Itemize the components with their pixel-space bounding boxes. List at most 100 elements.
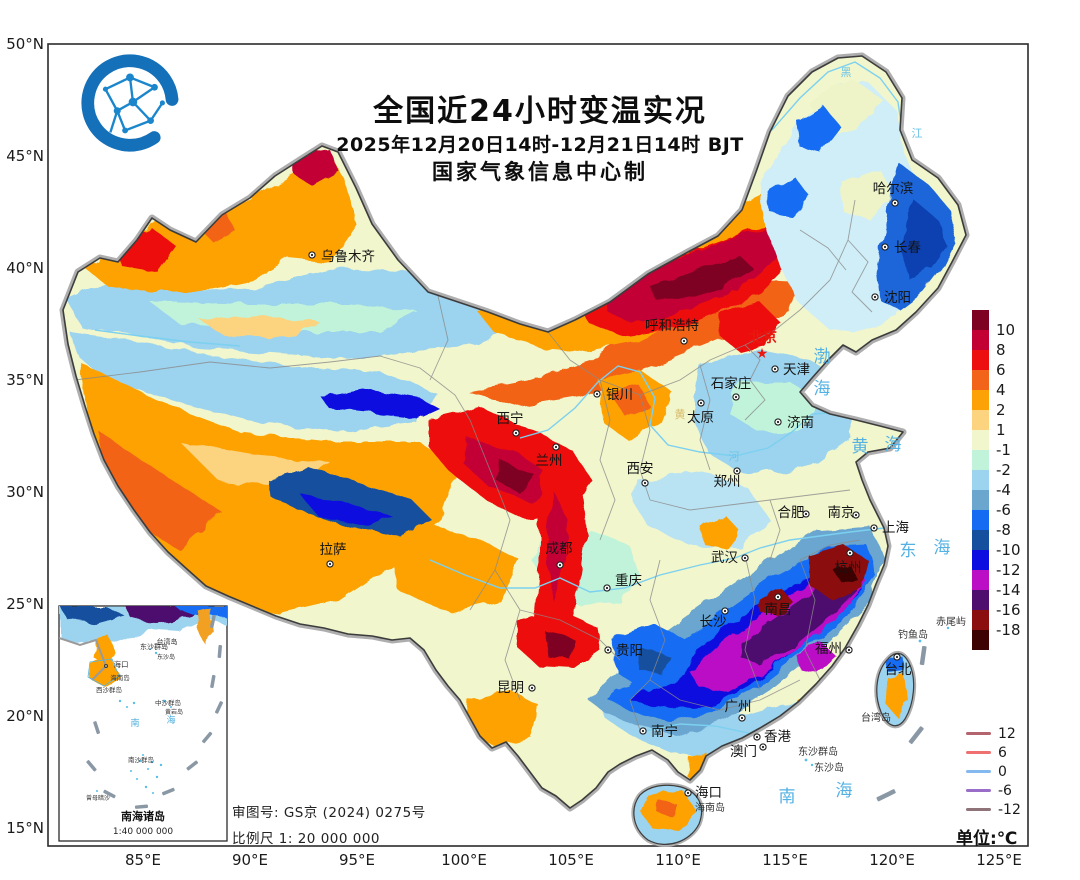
city-dot-center	[735, 469, 739, 473]
city-marker: 天津	[771, 362, 810, 378]
city-label: 南昌	[765, 602, 792, 618]
city-marker: 澳门	[730, 743, 767, 760]
inset-label: 曾母暗沙	[86, 794, 110, 802]
city-marker: 广州	[725, 699, 752, 722]
island-label: 钓鱼岛	[898, 628, 928, 641]
colorbar-tick-label: -1	[996, 441, 1011, 459]
capital-star-icon: ★	[756, 346, 769, 362]
island-label: 海南岛	[695, 801, 725, 814]
sea-labels: 渤海黄 海东 海南海	[779, 347, 951, 807]
colorbar-block	[972, 530, 989, 550]
inset-label: 东沙岛	[157, 653, 175, 661]
island-label: 赤尾屿	[936, 616, 966, 628]
colorbar-tick-label: 1	[996, 421, 1006, 439]
contour-legend-line	[966, 808, 991, 811]
city-dot-center	[761, 745, 765, 749]
city-label: 沈阳	[884, 290, 911, 306]
city-label: 石家庄	[711, 375, 752, 392]
city-marker: 南宁	[639, 723, 678, 740]
colorbar-block	[972, 610, 989, 630]
inset-haikou-marker	[104, 664, 109, 669]
city-label: 济南	[787, 415, 814, 431]
inset-nine-dash	[86, 614, 223, 809]
city-dot-center	[743, 556, 747, 560]
page-title: 全国近24小时变温实况	[373, 94, 707, 129]
lat-tick-label: 50°N	[6, 35, 44, 53]
city-label: 南宁	[651, 723, 678, 740]
city-dot-center	[854, 513, 858, 517]
hainan-island	[633, 784, 703, 845]
city-label: 合肥	[778, 505, 805, 521]
city-dot-center	[873, 295, 877, 299]
colorbar-tick-label: -6	[996, 501, 1011, 519]
city-dot-center	[606, 648, 610, 652]
inset-label: 西沙群岛	[96, 685, 122, 694]
city-dot-center	[641, 729, 645, 733]
colorbar-block	[972, 570, 989, 590]
lat-tick-label: 25°N	[6, 595, 44, 613]
city-marker: 重庆	[603, 573, 642, 592]
small-islands-dots	[804, 626, 950, 767]
colorbar-tick-label: -2	[996, 461, 1011, 479]
colorbar-block	[972, 470, 989, 490]
city-label: 贵阳	[616, 643, 643, 659]
colorbar-tick-label: -12	[996, 561, 1021, 579]
city-dot-center	[686, 791, 690, 795]
island-label: 台湾岛	[861, 711, 891, 724]
sea-label: 海	[934, 538, 951, 558]
city-dot-center	[699, 401, 703, 405]
city-marker: 武汉	[711, 550, 749, 566]
inset-label: 台湾岛	[157, 637, 178, 646]
city-label: 成都	[546, 541, 573, 557]
city-label: 天津	[783, 362, 810, 378]
city-marker: 乌鲁木齐	[308, 249, 375, 265]
lat-tick-label: 30°N	[6, 483, 44, 501]
city-label: 台北	[885, 662, 913, 678]
city-label: 海口	[695, 785, 722, 801]
colorbar-tick-label: -4	[996, 481, 1011, 499]
contour-legend-label: 0	[998, 763, 1007, 780]
colorbar-block	[972, 430, 989, 450]
inset-scale: 1:40 000 000	[113, 827, 174, 837]
colorbar-block	[972, 330, 989, 350]
colorbar-block	[972, 550, 989, 570]
contour-legend-label: -6	[998, 782, 1012, 799]
sea-label: 渤	[814, 347, 831, 367]
colorbar-tick-label: -10	[996, 541, 1021, 559]
inset-label: 海南岛	[110, 673, 130, 682]
river-label: 黑	[841, 66, 852, 79]
unit-label: 单位:℃	[956, 829, 1018, 849]
sea-label: 海	[885, 435, 902, 455]
city-marker: 上海	[870, 520, 909, 536]
city-label: 武汉	[711, 550, 739, 566]
lon-tick-label: 115°E	[762, 851, 808, 869]
contour-legend-label: -12	[998, 801, 1021, 818]
contour-line-legend: 12 6 0 -6 -12	[966, 724, 1021, 819]
city-marker: 石家庄	[711, 375, 752, 401]
city-dot-center	[740, 716, 744, 720]
city-dot-center	[776, 420, 780, 424]
colorbar-tick-label: -14	[996, 581, 1021, 599]
city-label: 长沙	[700, 614, 727, 630]
colorbar-tick-label: 2	[996, 401, 1006, 419]
lat-tick-label: 45°N	[6, 147, 44, 165]
inset-label: 海	[166, 714, 175, 726]
city-marker: 长沙	[700, 607, 729, 630]
city-dot-center	[893, 201, 897, 205]
page-subtitle: 2025年12月20日14时-12月21日14时 BJT	[336, 134, 744, 156]
city-dot-center	[530, 686, 534, 690]
lon-tick-label: 125°E	[976, 851, 1022, 869]
inset-label: 东沙群岛	[140, 642, 168, 651]
city-dot-center	[848, 551, 852, 555]
inset-label: 黄岩岛	[165, 708, 183, 716]
province-borders	[74, 199, 873, 731]
contour-legend-row: 12	[966, 724, 1021, 743]
colorbar-block	[972, 410, 989, 430]
sea-label: 南	[779, 787, 796, 807]
river-label: 黄	[675, 407, 686, 421]
city-dot-center	[554, 445, 558, 449]
contour-legend-row: 0	[966, 762, 1021, 781]
map-approval-number: 审图号: GS京 (2024) 0275号	[232, 805, 426, 821]
